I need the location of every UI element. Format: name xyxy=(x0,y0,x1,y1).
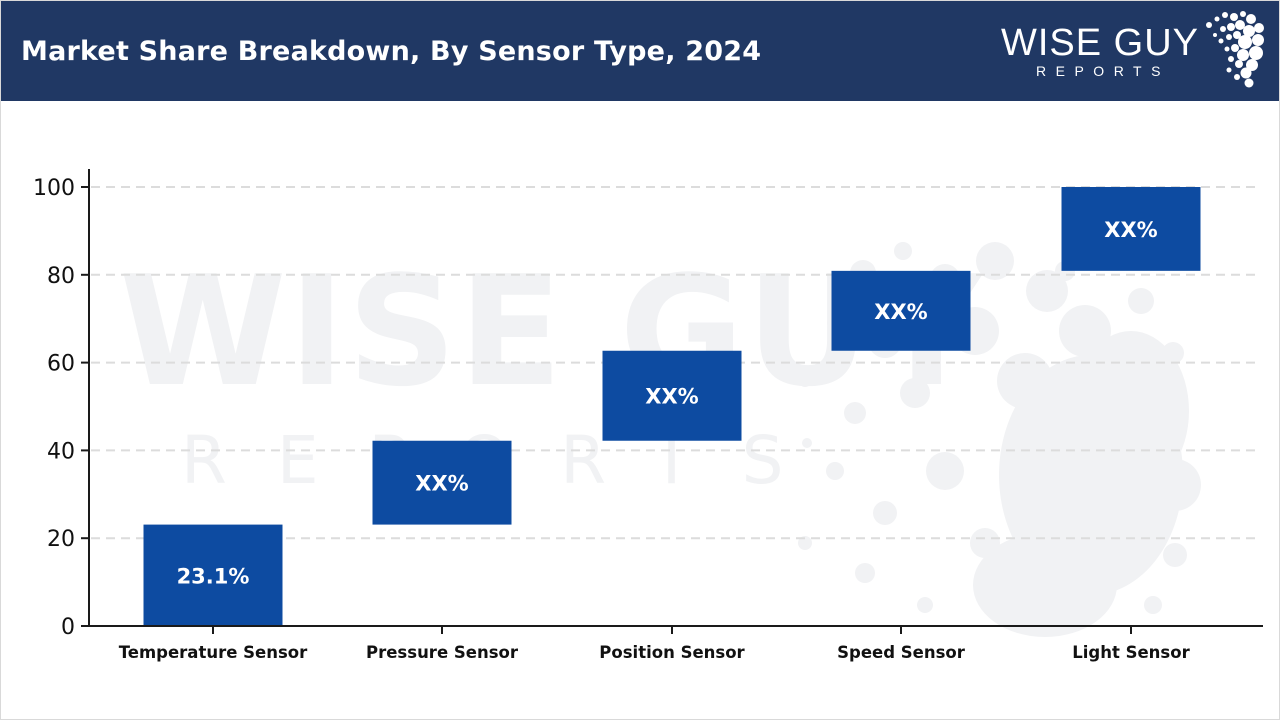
wiseguy-head-icon xyxy=(1206,11,1264,88)
y-tick-label-100: 100 xyxy=(33,176,75,201)
y-tick-label-60: 60 xyxy=(47,352,75,377)
bar-label-pressure-sensor: XX% xyxy=(415,472,468,496)
y-tick-label-80: 80 xyxy=(47,264,75,289)
bar-light-sensor xyxy=(1061,187,1201,271)
bar-speed-sensor xyxy=(831,270,971,351)
x-tick-label-speed-sensor: Speed Sensor xyxy=(837,643,966,662)
bar-label-light-sensor: XX% xyxy=(1104,218,1157,242)
bar-label-temperature-sensor: 23.1% xyxy=(177,564,250,588)
wiseguy-logo: WISE GUY REPORTS xyxy=(1001,11,1267,91)
page-title: Market Share Breakdown, By Sensor Type, … xyxy=(21,35,762,67)
header: Market Share Breakdown, By Sensor Type, … xyxy=(1,1,1279,101)
x-tick-label-light-sensor: Light Sensor xyxy=(1072,643,1190,662)
y-tick-label-20: 20 xyxy=(47,527,75,552)
bar-temperature-sensor xyxy=(143,524,283,626)
logo-wordmark: WISE GUY xyxy=(1000,22,1199,65)
bar-position-sensor xyxy=(602,350,742,441)
y-tick-label-40: 40 xyxy=(47,439,75,464)
x-tick-label-position-sensor: Position Sensor xyxy=(599,643,745,662)
wiseguy-logo-text: WISE GUY REPORTS xyxy=(1000,22,1199,79)
logo-subtext: REPORTS xyxy=(1036,62,1170,79)
bar-label-speed-sensor: XX% xyxy=(874,300,927,324)
bar-pressure-sensor xyxy=(372,440,512,525)
x-tick-label-pressure-sensor: Pressure Sensor xyxy=(366,643,519,662)
bar-label-position-sensor: XX% xyxy=(645,385,698,409)
y-tick-label-0: 0 xyxy=(61,615,75,640)
x-tick-label-temperature-sensor: Temperature Sensor xyxy=(119,643,308,662)
